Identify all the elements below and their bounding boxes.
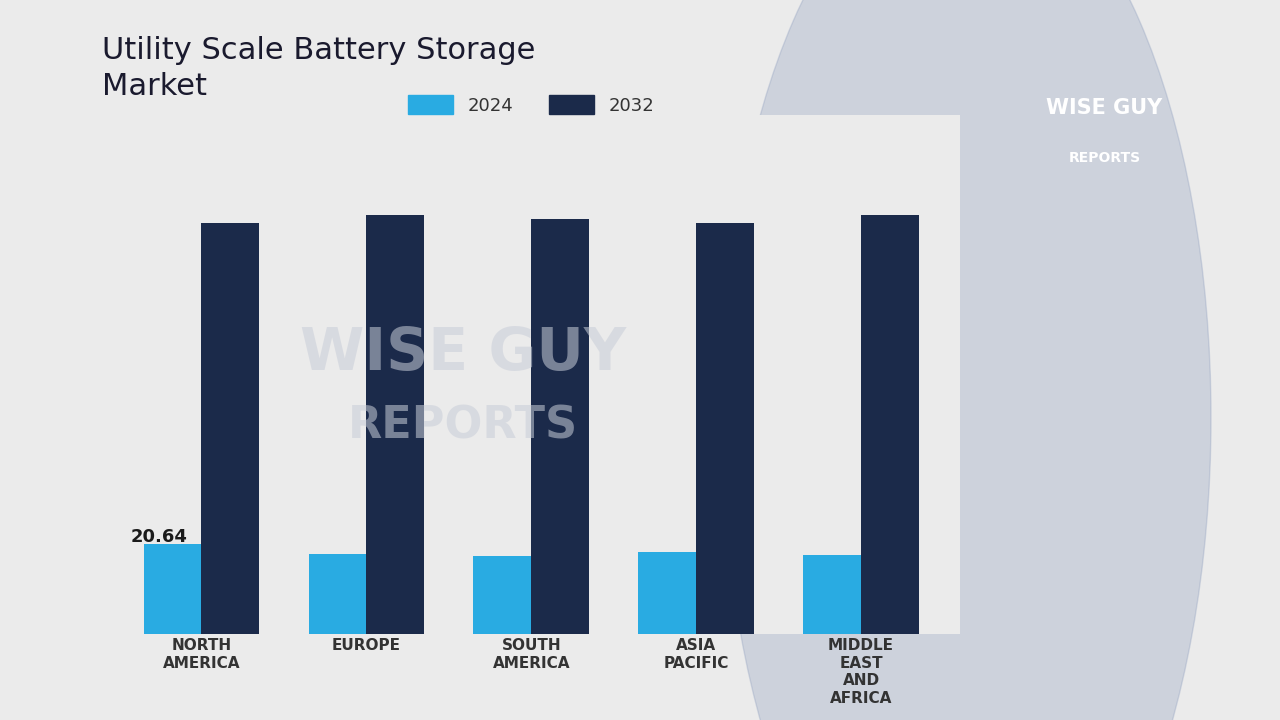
Legend: 2024, 2032: 2024, 2032	[401, 88, 662, 122]
Text: REPORTS: REPORTS	[1069, 151, 1140, 166]
Bar	[696, 223, 754, 634]
Text: Utility Scale Battery Storage
Market: Utility Scale Battery Storage Market	[102, 36, 536, 101]
Bar	[474, 556, 531, 634]
Bar	[531, 219, 589, 634]
Bar	[201, 223, 259, 634]
Bar	[861, 215, 919, 634]
Text: WISE GUY: WISE GUY	[1046, 98, 1162, 118]
Bar	[308, 554, 366, 634]
Text: WISE GUY: WISE GUY	[300, 325, 626, 382]
Bar	[143, 544, 201, 634]
Bar	[639, 552, 696, 634]
Circle shape	[722, 0, 1211, 720]
Bar	[366, 215, 424, 634]
Text: REPORTS: REPORTS	[348, 405, 577, 448]
Text: 20.64: 20.64	[131, 528, 188, 546]
Bar	[804, 555, 861, 634]
